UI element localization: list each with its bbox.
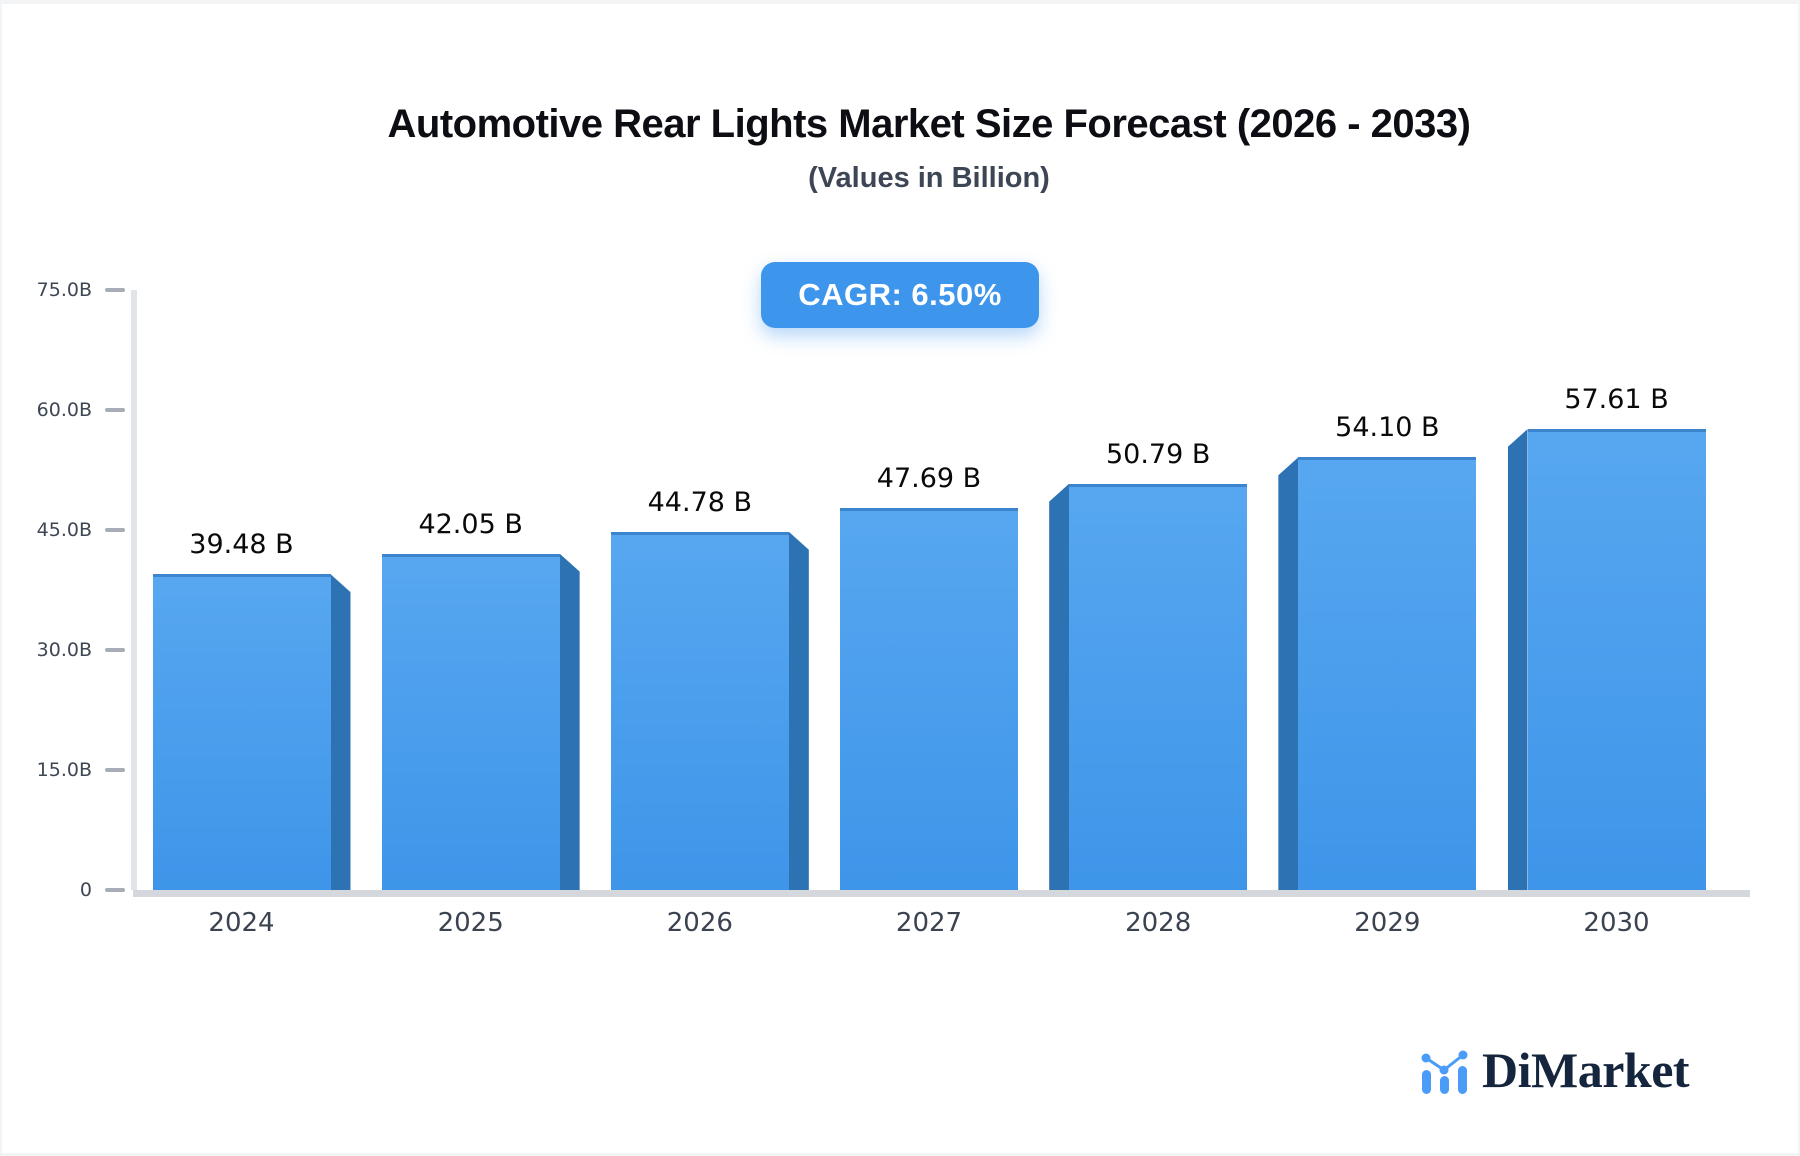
y-axis-tick bbox=[105, 648, 125, 652]
y-axis-label: 15.0B bbox=[36, 759, 92, 781]
x-axis-label: 2025 bbox=[437, 908, 504, 938]
bar-value-label: 44.78 B bbox=[647, 486, 753, 518]
x-axis-label: 2029 bbox=[1354, 908, 1421, 938]
x-axis-label: 2028 bbox=[1125, 908, 1192, 938]
chart-title: Automotive Rear Lights Market Size Forec… bbox=[387, 102, 1471, 146]
y-axis-tick bbox=[105, 768, 125, 772]
x-axis-label: 2030 bbox=[1583, 908, 1650, 938]
bar-2027[interactable] bbox=[840, 508, 1018, 890]
y-axis-line bbox=[131, 290, 137, 890]
y-axis-tick bbox=[105, 528, 125, 532]
y-axis-label: 0 bbox=[79, 879, 92, 901]
dimarket-logo-icon bbox=[1420, 1050, 1470, 1096]
bar-2024[interactable] bbox=[152, 574, 331, 890]
y-axis-tick bbox=[105, 888, 125, 892]
x-axis-label: 2027 bbox=[895, 908, 963, 938]
bar-2028[interactable] bbox=[1069, 483, 1248, 890]
bar-value-label: 54.10 B bbox=[1335, 412, 1440, 444]
bar-side-face bbox=[1507, 429, 1528, 890]
bar-2029[interactable] bbox=[1298, 457, 1477, 890]
y-axis-label: 30.0B bbox=[36, 639, 92, 661]
bar-2030[interactable] bbox=[1527, 429, 1706, 890]
bar-side-face bbox=[559, 553, 580, 890]
brand-name: DiMarket bbox=[1482, 1042, 1690, 1098]
bar-value-label: 42.05 B bbox=[418, 508, 523, 540]
brand-logo: DiMarket bbox=[1420, 1042, 1690, 1098]
bar-side-face bbox=[788, 531, 809, 890]
chart-subtitle: (Values in Billion) bbox=[808, 162, 1050, 194]
bar-value-label: 39.48 B bbox=[189, 529, 294, 561]
bar-2026[interactable] bbox=[610, 531, 789, 890]
x-axis-baseline bbox=[133, 890, 1750, 897]
bar-value-label: 50.79 B bbox=[1105, 438, 1211, 470]
y-axis-label: 45.0B bbox=[36, 519, 92, 541]
bar-value-label: 57.61 B bbox=[1564, 384, 1669, 416]
bar-side-face bbox=[330, 574, 351, 890]
x-axis-label: 2024 bbox=[208, 908, 275, 938]
bar-side-face bbox=[1278, 457, 1299, 890]
y-axis-label: 75.0B bbox=[36, 279, 92, 301]
y-axis-tick bbox=[105, 408, 125, 412]
bar-value-label: 47.69 B bbox=[876, 463, 982, 495]
cagr-badge-label: CAGR: 6.50% bbox=[798, 277, 1002, 312]
bar-side-face bbox=[1049, 483, 1070, 890]
cagr-badge: CAGR: 6.50% bbox=[761, 262, 1039, 328]
y-axis-label: 60.0B bbox=[36, 399, 92, 421]
y-axis-tick bbox=[105, 288, 125, 292]
chart-canvas: Automotive Rear Lights Market Size Forec… bbox=[2, 4, 1798, 1153]
bar-2025[interactable] bbox=[381, 553, 560, 890]
x-axis-label: 2026 bbox=[666, 908, 733, 938]
